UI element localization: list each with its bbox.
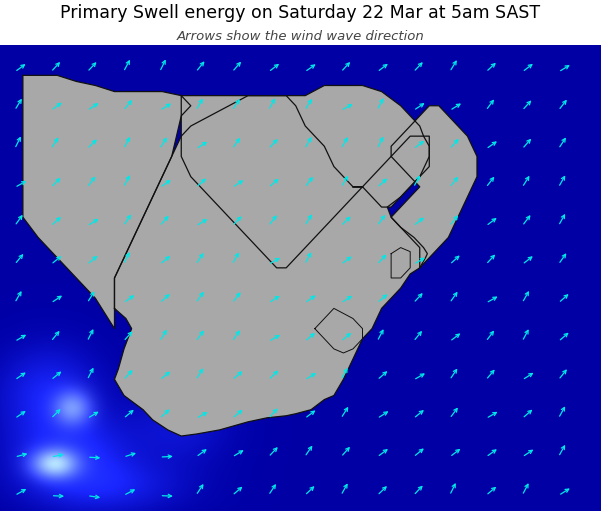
Polygon shape bbox=[23, 75, 191, 329]
Polygon shape bbox=[391, 106, 477, 268]
Polygon shape bbox=[391, 248, 410, 278]
Text: Primary Swell energy on Saturday 22 Mar at 5am SAST: Primary Swell energy on Saturday 22 Mar … bbox=[61, 5, 540, 22]
Polygon shape bbox=[315, 308, 362, 353]
Text: Arrows show the wind wave direction: Arrows show the wind wave direction bbox=[177, 30, 424, 43]
Polygon shape bbox=[353, 136, 429, 207]
Polygon shape bbox=[114, 85, 429, 436]
Polygon shape bbox=[182, 96, 362, 268]
